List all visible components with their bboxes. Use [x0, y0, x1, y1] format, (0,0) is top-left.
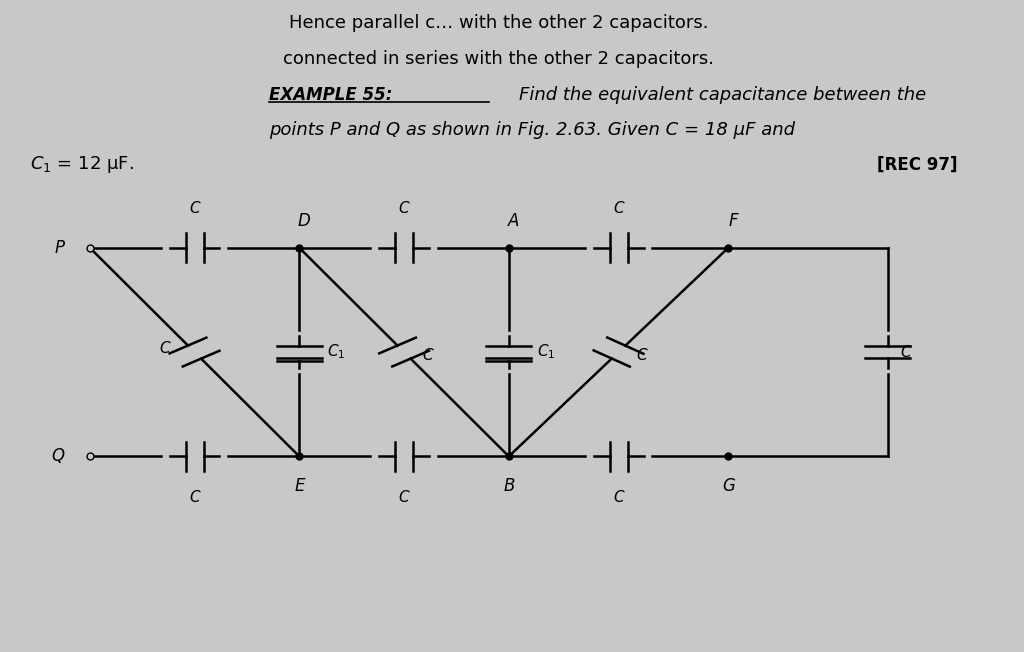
- Text: [REC 97]: [REC 97]: [878, 155, 957, 173]
- Text: Find the equivalent capacitance between the: Find the equivalent capacitance between …: [519, 85, 926, 104]
- Text: C: C: [189, 201, 200, 216]
- Text: connected in series with the other 2 capacitors.: connected in series with the other 2 cap…: [284, 50, 715, 68]
- Text: C: C: [613, 490, 624, 505]
- Text: $C_1$: $C_1$: [328, 343, 346, 361]
- Text: Hence parallel c… with the other 2 capacitors.: Hence parallel c… with the other 2 capac…: [289, 14, 709, 32]
- Text: A: A: [508, 211, 519, 230]
- Text: G: G: [722, 477, 735, 496]
- Text: B: B: [503, 477, 514, 496]
- Text: C: C: [613, 201, 624, 216]
- Text: E: E: [294, 477, 304, 496]
- Text: F: F: [728, 211, 738, 230]
- Text: C: C: [637, 348, 647, 363]
- Text: Q: Q: [52, 447, 65, 466]
- Text: C: C: [398, 490, 410, 505]
- Text: $C_1$ = 12 μF.: $C_1$ = 12 μF.: [30, 154, 134, 175]
- Text: P: P: [55, 239, 65, 257]
- Text: C: C: [398, 201, 410, 216]
- Text: C: C: [189, 490, 200, 505]
- Text: EXAMPLE 55:: EXAMPLE 55:: [269, 85, 393, 104]
- Text: C: C: [159, 341, 170, 357]
- Text: C: C: [900, 344, 910, 360]
- Text: $C_1$: $C_1$: [537, 343, 555, 361]
- Text: C: C: [422, 348, 433, 363]
- Text: points P and Q as shown in Fig. 2.63. Given C = 18 μF and: points P and Q as shown in Fig. 2.63. Gi…: [269, 121, 796, 140]
- Text: D: D: [298, 211, 310, 230]
